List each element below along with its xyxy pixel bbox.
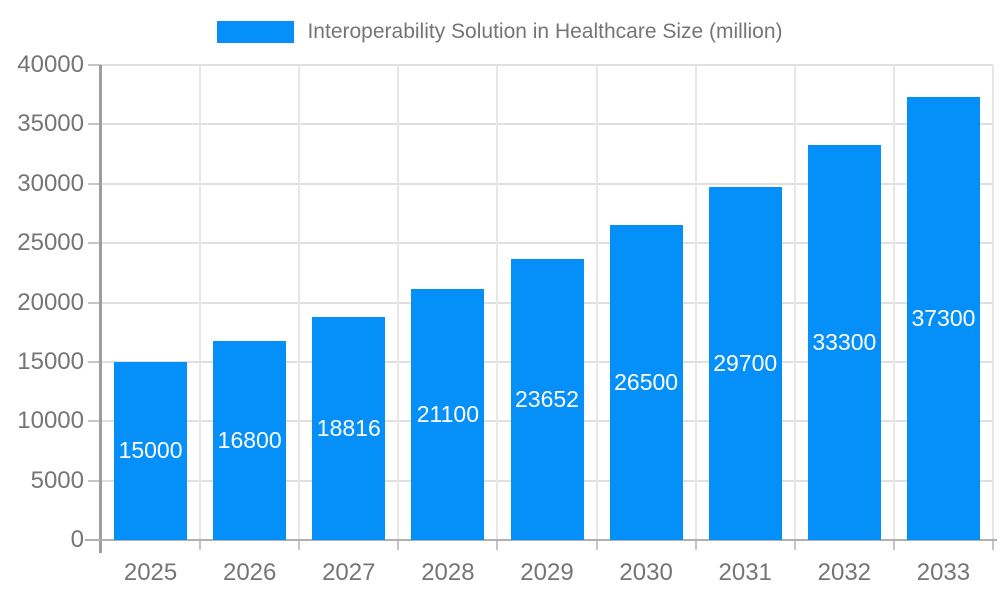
- bar-value-label: 23652: [515, 386, 579, 413]
- bar-value-label: 37300: [911, 305, 976, 332]
- x-tick: [892, 540, 895, 550]
- x-tick-label: 2030: [619, 559, 673, 586]
- x-tick: [992, 540, 994, 550]
- x-tick-label: 2029: [520, 559, 574, 586]
- h-gridline: [101, 182, 993, 185]
- v-gridline: [595, 65, 598, 540]
- bar-value-label: 29700: [713, 350, 778, 377]
- y-tick-label: 5000: [30, 466, 84, 494]
- y-tick: [88, 479, 101, 482]
- legend-label: Interoperability Solution in Healthcare …: [307, 20, 783, 43]
- y-tick: [88, 420, 101, 423]
- bar: 15000: [114, 361, 188, 540]
- bar: 29700: [708, 187, 782, 540]
- y-tick-label: 30000: [17, 169, 84, 197]
- x-tick: [298, 540, 301, 550]
- v-gridline: [397, 65, 400, 540]
- y-tick: [88, 182, 101, 185]
- h-gridline: [101, 242, 993, 245]
- x-tick: [397, 540, 400, 550]
- y-tick-label: 20000: [17, 288, 84, 316]
- y-tick-label: 40000: [17, 51, 84, 78]
- x-axis-line: [85, 539, 997, 541]
- bar: 23652: [510, 259, 584, 540]
- bar-value-label: 26500: [614, 369, 679, 396]
- y-tick: [88, 64, 101, 66]
- y-tick-label: 15000: [17, 347, 84, 375]
- v-gridline: [496, 65, 499, 540]
- v-gridline: [694, 65, 697, 540]
- x-tick-label: 2027: [322, 559, 376, 586]
- h-gridline: [101, 123, 993, 126]
- y-tick-label: 0: [70, 526, 84, 553]
- x-tick: [496, 540, 499, 550]
- bar-value-label: 33300: [812, 328, 877, 355]
- x-tick: [595, 540, 598, 550]
- y-tick: [88, 301, 101, 304]
- y-tick: [88, 360, 101, 363]
- y-tick-label: 25000: [17, 229, 84, 257]
- bar: 16800: [213, 340, 287, 540]
- h-gridline: [101, 64, 993, 66]
- bar: 37300: [906, 97, 980, 540]
- y-tick-label: 35000: [17, 110, 84, 138]
- bar: 33300: [807, 144, 881, 540]
- x-tick-label: 2033: [916, 559, 971, 586]
- v-gridline: [793, 65, 796, 540]
- x-tick: [793, 540, 796, 550]
- x-tick: [199, 540, 202, 550]
- v-gridline: [199, 65, 202, 540]
- x-tick-label: 2028: [421, 559, 475, 586]
- bar-value-label: 15000: [118, 437, 183, 464]
- y-tick-label: 10000: [17, 407, 84, 435]
- x-tick-label: 2025: [123, 559, 178, 586]
- x-tick-label: 2032: [817, 559, 872, 586]
- legend-swatch: [217, 21, 295, 43]
- v-gridline: [298, 65, 301, 540]
- x-tick-label: 2031: [718, 559, 772, 586]
- bar: 18816: [312, 316, 386, 540]
- bar-value-label: 18816: [316, 414, 381, 441]
- x-tick-label: 2026: [222, 559, 277, 586]
- x-tick: [694, 540, 697, 550]
- v-gridline: [892, 65, 895, 540]
- legend: Interoperability Solution in Healthcare …: [0, 21, 1000, 43]
- bar: 26500: [609, 225, 683, 540]
- v-gridline: [992, 65, 994, 540]
- y-tick: [88, 123, 101, 126]
- y-axis-line: [99, 65, 102, 553]
- bar-value-label: 16800: [217, 426, 282, 453]
- y-tick: [88, 242, 101, 245]
- bar-value-label: 21100: [416, 401, 479, 428]
- bar: 21100: [411, 289, 485, 540]
